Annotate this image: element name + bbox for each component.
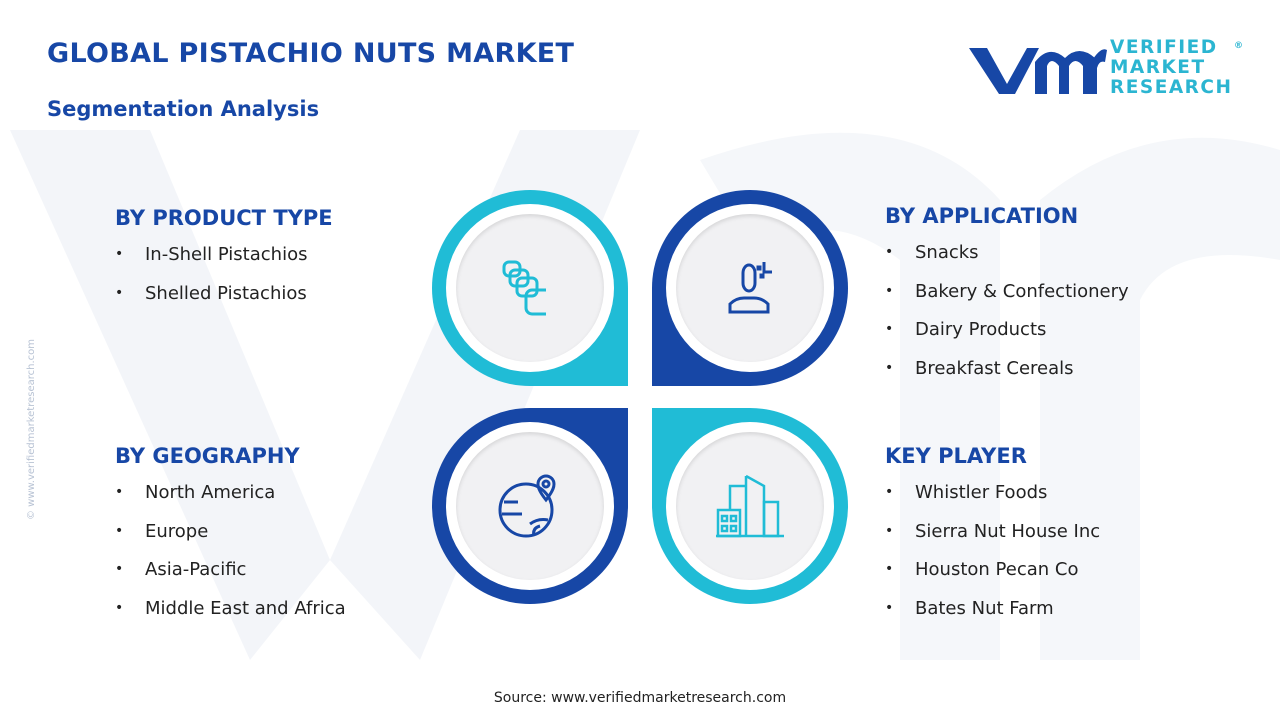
item-label: Asia-Pacific bbox=[145, 559, 247, 580]
vmr-logo-text: VERIFIED MARKET RESEARCH ® bbox=[1110, 37, 1243, 98]
registered-mark: ® bbox=[1233, 41, 1245, 51]
section-heading: KEY PLAYER bbox=[885, 444, 1027, 468]
bullet: • bbox=[115, 284, 124, 301]
vmr-logo-mark bbox=[969, 48, 1107, 94]
page-subtitle: Segmentation Analysis bbox=[47, 97, 320, 121]
geography-drop bbox=[432, 408, 628, 604]
globe-location-icon bbox=[498, 474, 556, 538]
bullet: • bbox=[885, 321, 894, 337]
side-watermark: © www.verifiedmarketresearch.com bbox=[26, 338, 37, 520]
section-heading: BY GEOGRAPHY bbox=[115, 444, 300, 468]
product-type-drop bbox=[432, 190, 628, 386]
list-item: • Sierra Nut House Inc bbox=[885, 521, 1100, 560]
list-item: • In-Shell Pistachios bbox=[115, 244, 333, 283]
logo-line-3: RESEARCH bbox=[1110, 77, 1233, 98]
item-label: Bates Nut Farm bbox=[915, 597, 1054, 619]
item-label: Bakery & Confectionery bbox=[915, 280, 1129, 302]
list-item: • Bates Nut Farm bbox=[885, 598, 1100, 637]
bullet: • bbox=[885, 282, 894, 299]
item-label: In-Shell Pistachios bbox=[145, 244, 308, 265]
logo-line-1: VERIFIED bbox=[1110, 37, 1218, 58]
item-label: North America bbox=[145, 482, 276, 503]
item-label: Middle East and Africa bbox=[145, 597, 346, 619]
page-title: GLOBAL PISTACHIO NUTS MARKET bbox=[47, 38, 575, 69]
list-item: • Snacks bbox=[885, 242, 1129, 281]
item-label: Europe bbox=[145, 520, 209, 542]
stacked-shells-icon bbox=[502, 260, 546, 316]
item-label: Dairy Products bbox=[915, 319, 1047, 340]
item-label: Whistler Foods bbox=[915, 482, 1048, 503]
bullet: • bbox=[115, 484, 124, 500]
list-item: • Dairy Products bbox=[885, 319, 1129, 358]
buildings-icon bbox=[716, 474, 784, 538]
application-drop bbox=[652, 190, 848, 386]
logo-line-2: MARKET bbox=[1110, 57, 1206, 78]
user-application-icon bbox=[728, 262, 772, 314]
list-item: • Asia-Pacific bbox=[115, 559, 346, 598]
bullet: • bbox=[885, 561, 894, 577]
section-application: BY APPLICATION • Snacks • Bakery & Confect… bbox=[885, 204, 1129, 396]
bullet: • bbox=[885, 359, 894, 376]
item-label: Snacks bbox=[915, 242, 979, 263]
bullet: • bbox=[115, 599, 124, 616]
list-item: • North America bbox=[115, 482, 346, 521]
bullet: • bbox=[115, 522, 124, 539]
section-key-player: KEY PLAYER • Whistler Foods • Sierra Nut H… bbox=[885, 444, 1100, 636]
section-heading: BY PRODUCT TYPE bbox=[115, 206, 333, 230]
bullet: • bbox=[115, 561, 124, 577]
item-label: Sierra Nut House Inc bbox=[915, 520, 1101, 542]
bullet: • bbox=[885, 244, 894, 260]
list-item: • Houston Pecan Co bbox=[885, 559, 1100, 598]
bullet: • bbox=[115, 246, 124, 262]
list-item: • Breakfast Cereals bbox=[885, 358, 1129, 397]
list-item: • Bakery & Confectionery bbox=[885, 281, 1129, 320]
bullet: • bbox=[885, 522, 894, 539]
source-caption: Source: www.verifiedmarketresearch.com bbox=[493, 690, 787, 706]
list-item: • Whistler Foods bbox=[885, 482, 1100, 521]
section-geography: BY GEOGRAPHY • North America • Europe • Asi… bbox=[115, 444, 346, 636]
item-label: Breakfast Cereals bbox=[915, 357, 1074, 379]
section-heading: BY APPLICATION bbox=[885, 204, 1079, 228]
item-label: Shelled Pistachios bbox=[145, 282, 307, 304]
section-product-type: BY PRODUCT TYPE • In-Shell Pistachios • Sh… bbox=[115, 206, 333, 321]
bullet: • bbox=[885, 599, 894, 616]
list-item: • Europe bbox=[115, 521, 346, 560]
list-item: • Shelled Pistachios bbox=[115, 283, 333, 322]
list-item: • Middle East and Africa bbox=[115, 598, 346, 637]
bullet: • bbox=[885, 484, 894, 500]
key-player-drop bbox=[652, 408, 848, 604]
item-label: Houston Pecan Co bbox=[915, 559, 1079, 580]
